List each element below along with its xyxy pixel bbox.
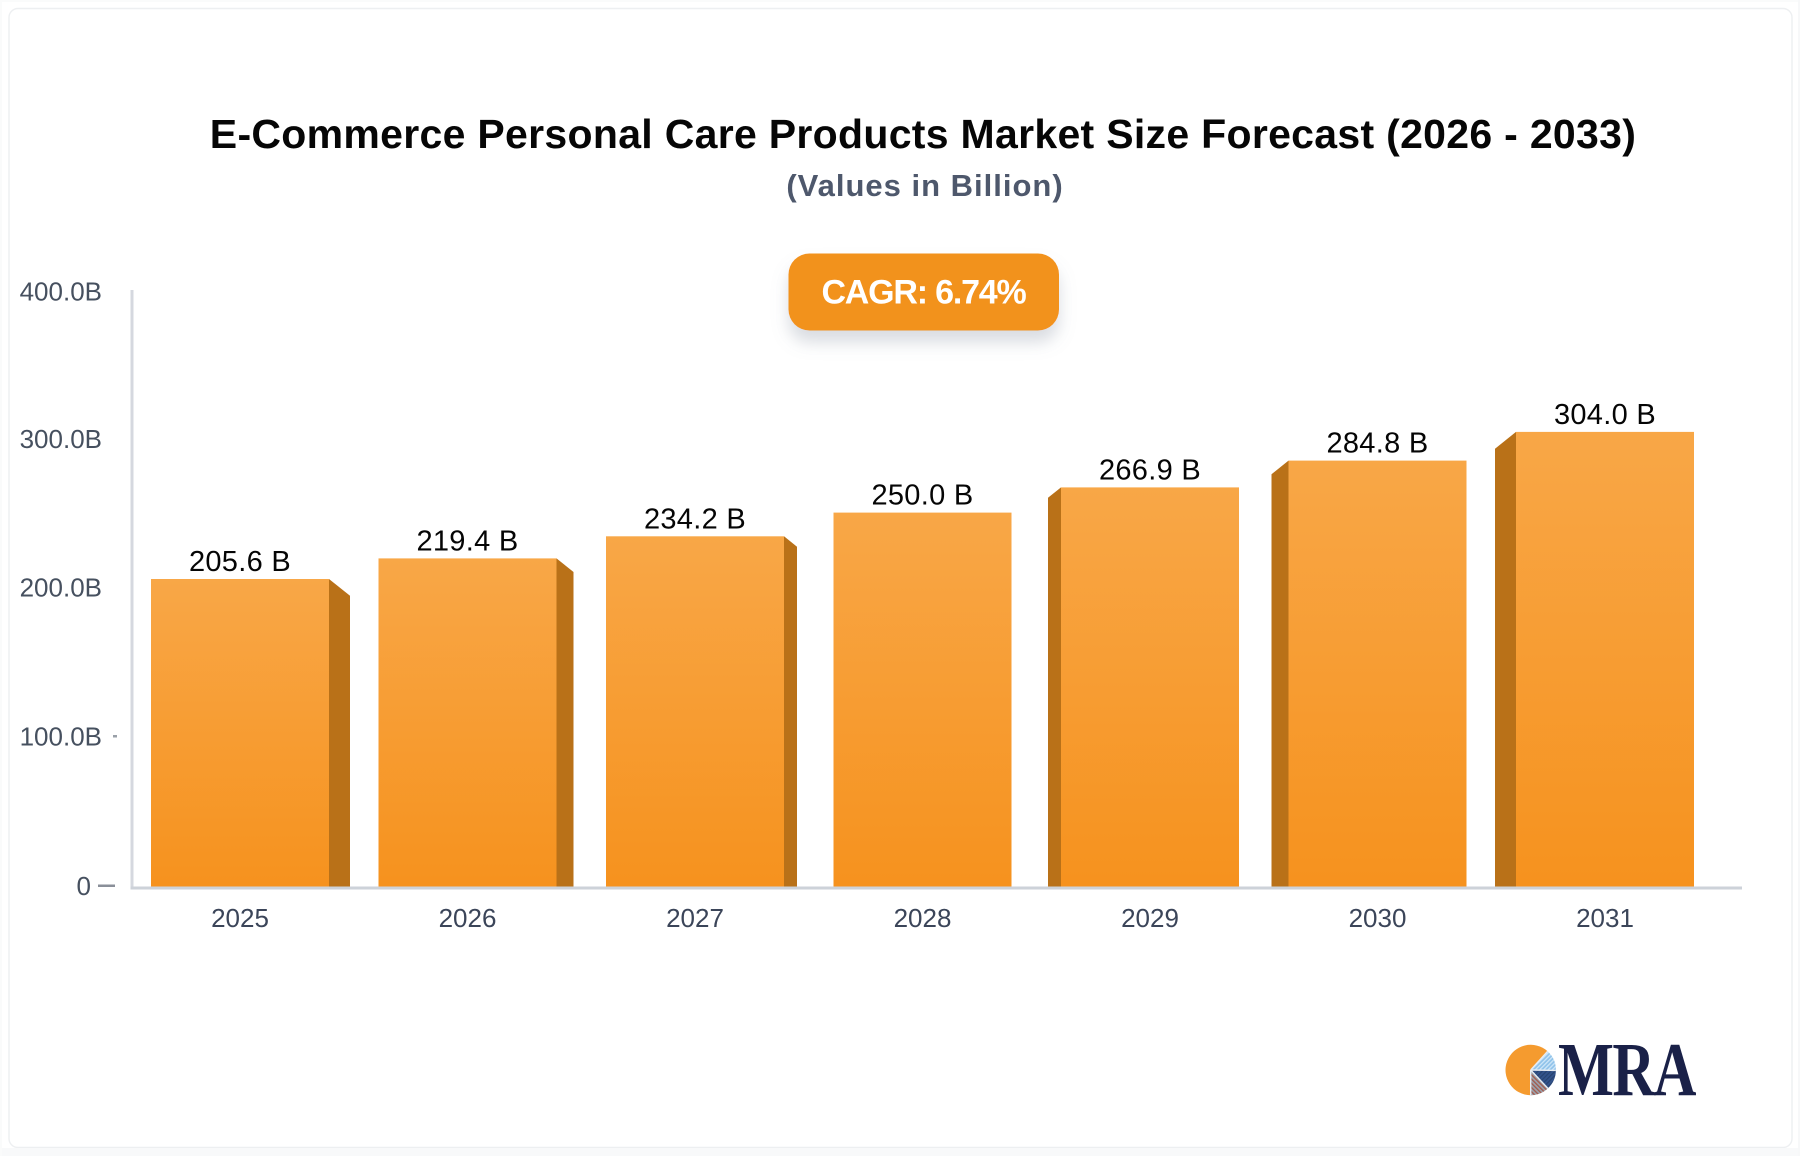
svg-text:284.8 B: 284.8 B [1326,428,1428,460]
svg-text:(Values in Billion): (Values in Billion) [786,168,1063,203]
svg-text:400.0B: 400.0B [20,277,102,307]
svg-text:0: 0 [77,871,91,901]
svg-text:219.4 B: 219.4 B [416,525,518,557]
svg-text:2028: 2028 [894,903,952,933]
svg-text:2031: 2031 [1576,903,1634,933]
svg-text:300.0B: 300.0B [20,424,102,454]
svg-text:2029: 2029 [1121,903,1179,933]
svg-text:266.9 B: 266.9 B [1099,454,1201,486]
svg-text:205.6 B: 205.6 B [189,546,291,578]
svg-text:100.0B: 100.0B [20,722,102,752]
svg-text:234.2 B: 234.2 B [644,503,746,535]
svg-text:200.0B: 200.0B [20,573,102,603]
svg-text:2027: 2027 [666,903,724,933]
svg-text:MRA: MRA [1558,1027,1696,1112]
svg-text:CAGR: 6.74%: CAGR: 6.74% [821,274,1026,312]
svg-text:2030: 2030 [1349,903,1407,933]
svg-text:E-Commerce Personal Care Produ: E-Commerce Personal Care Products Market… [210,111,1636,157]
svg-text:250.0 B: 250.0 B [871,480,973,512]
svg-text:304.0 B: 304.0 B [1554,399,1656,431]
svg-text:2026: 2026 [439,903,497,933]
svg-text:2025: 2025 [211,903,269,933]
